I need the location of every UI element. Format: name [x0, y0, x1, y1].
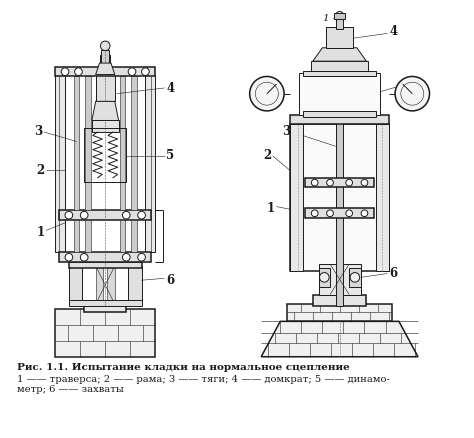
Circle shape: [346, 210, 353, 217]
Bar: [300, 73, 380, 115]
Circle shape: [327, 210, 333, 217]
Bar: [334, 13, 346, 19]
Circle shape: [361, 179, 368, 186]
Bar: [311, 61, 368, 71]
Bar: [59, 252, 151, 262]
Bar: [85, 77, 91, 210]
Bar: [290, 124, 303, 271]
Bar: [73, 220, 80, 252]
Bar: [336, 17, 344, 28]
Circle shape: [311, 210, 318, 217]
Bar: [128, 266, 142, 302]
Bar: [92, 120, 118, 132]
Bar: [319, 268, 330, 287]
Circle shape: [250, 77, 284, 111]
Circle shape: [311, 179, 318, 186]
Bar: [96, 74, 115, 101]
Polygon shape: [313, 48, 366, 61]
Bar: [290, 124, 389, 271]
Circle shape: [81, 212, 88, 219]
Text: 4: 4: [166, 82, 174, 95]
Text: 2: 2: [263, 149, 271, 162]
Bar: [55, 74, 65, 252]
Circle shape: [122, 254, 130, 261]
Bar: [336, 113, 344, 306]
Bar: [96, 266, 103, 302]
Text: метр; 6 —— захваты: метр; 6 —— захваты: [17, 385, 124, 395]
Bar: [303, 111, 376, 117]
Text: 6: 6: [389, 267, 397, 280]
Polygon shape: [92, 101, 118, 120]
Bar: [55, 67, 155, 77]
Bar: [303, 71, 376, 77]
Circle shape: [74, 68, 82, 75]
Text: 6: 6: [166, 274, 174, 287]
Text: Рис. 1.1. Испытание кладки на нормальное сцепление: Рис. 1.1. Испытание кладки на нормальное…: [17, 364, 350, 372]
Bar: [287, 304, 392, 321]
Circle shape: [336, 11, 344, 19]
Bar: [101, 49, 109, 67]
Bar: [313, 295, 366, 306]
Circle shape: [327, 179, 333, 186]
Circle shape: [128, 68, 136, 75]
Bar: [146, 74, 155, 252]
Circle shape: [395, 77, 429, 111]
Circle shape: [142, 68, 149, 75]
Circle shape: [100, 41, 110, 51]
Circle shape: [81, 254, 88, 261]
Bar: [326, 27, 353, 48]
Circle shape: [350, 272, 360, 282]
Text: 1 - 1: 1 - 1: [323, 14, 346, 23]
Circle shape: [138, 212, 146, 219]
Text: 2: 2: [36, 164, 44, 177]
Polygon shape: [96, 63, 115, 74]
Bar: [305, 178, 374, 187]
Bar: [85, 220, 91, 252]
Bar: [305, 208, 374, 218]
Bar: [119, 220, 125, 252]
Bar: [84, 302, 126, 312]
Bar: [131, 220, 137, 252]
Circle shape: [65, 212, 73, 219]
Circle shape: [61, 68, 69, 75]
Bar: [69, 266, 82, 302]
Bar: [131, 77, 137, 210]
Bar: [84, 128, 126, 182]
Text: 3: 3: [282, 125, 290, 138]
Bar: [349, 268, 361, 287]
Text: 1 —— траверса; 2 —— рама; 3 —— тяги; 4 —— домкрат; 5 —— динамо-: 1 —— траверса; 2 —— рама; 3 —— тяги; 4 —…: [17, 375, 390, 384]
Bar: [107, 266, 115, 302]
Bar: [55, 309, 155, 357]
Circle shape: [138, 254, 146, 261]
Polygon shape: [261, 321, 418, 357]
Text: 4: 4: [389, 25, 397, 38]
Bar: [100, 56, 110, 63]
Text: 1: 1: [36, 226, 44, 239]
Text: 5: 5: [166, 149, 174, 162]
Bar: [376, 124, 389, 271]
Bar: [59, 210, 151, 220]
Circle shape: [361, 210, 368, 217]
Circle shape: [122, 212, 130, 219]
Circle shape: [346, 179, 353, 186]
Text: 5: 5: [408, 78, 416, 91]
Circle shape: [319, 272, 329, 282]
Circle shape: [65, 254, 73, 261]
Bar: [69, 262, 142, 268]
Bar: [119, 77, 125, 210]
Text: 1: 1: [267, 202, 275, 215]
Bar: [290, 115, 389, 124]
Bar: [319, 264, 361, 295]
Text: 3: 3: [34, 125, 42, 138]
Bar: [69, 300, 142, 306]
Bar: [73, 77, 80, 210]
